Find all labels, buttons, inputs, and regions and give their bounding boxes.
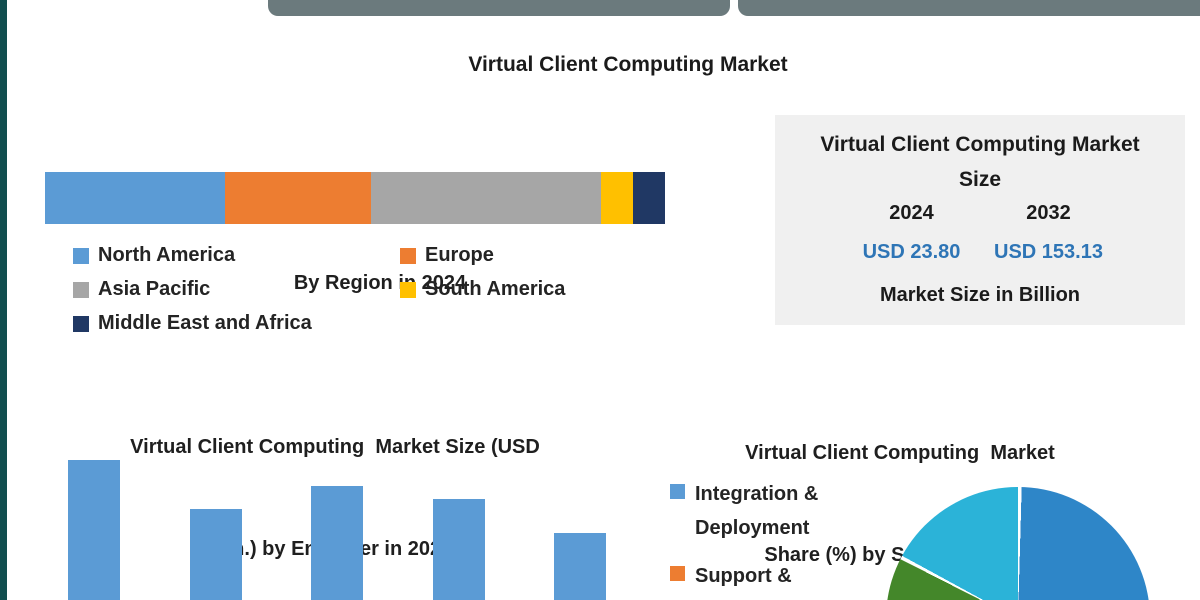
asia-pacific-swatch [73,281,89,298]
integration-deployment-label: Integration & Deployment [695,477,818,545]
legend-item-north-america: North America [73,244,400,267]
region-bar-segment [224,172,371,224]
support-swatch [670,566,685,581]
left-accent-border [0,0,7,600]
south-america-swatch [400,281,416,298]
middle-east-africa-label: Middle East and Africa [98,312,312,334]
europe-label: Europe [425,244,494,266]
summary-value-2032: USD 153.13 [994,241,1103,263]
integration-deployment-label-line2: Deployment [695,517,810,539]
north-america-swatch [73,247,89,264]
integration-deployment-label-line1: Integration & [695,483,819,505]
region-bar-segment [600,172,633,224]
enduser-bar-chart [45,440,665,600]
legend-item-middle-east-africa: Middle East and Africa [73,312,400,335]
europe-swatch [400,247,416,264]
integration-deployment-swatch [670,484,685,499]
page-title: Virtual Client Computing Market [468,53,788,76]
support-label-line1: Support & [695,565,792,587]
legend-item-integration-deployment: Integration & Deployment [670,477,818,545]
market-size-summary-box: Virtual Client Computing Market Size 202… [775,115,1185,325]
summary-box-title-line2: Size [958,168,1002,191]
service-legend: Integration & Deployment Support & [670,477,818,600]
summary-value-2024: USD 23.80 [862,241,961,263]
enduser-bar [432,499,485,600]
enduser-chart-title-line1: Virtual Client Computing Market Size (US… [130,436,540,458]
region-stacked-bar [45,172,665,224]
summary-box-title-line1: Virtual Client Computing Market [820,133,1140,156]
middle-east-africa-swatch [73,315,89,332]
legend-item-europe: Europe [400,244,565,267]
summary-years-row: 2024 2032 [785,202,1175,225]
region-bar-segment [370,172,601,224]
north-america-label: North America [98,244,236,266]
legend-item-support: Support & [670,559,818,593]
legend-item-south-america: South America [400,278,565,301]
legend-item-asia-pacific: Asia Pacific [73,278,400,301]
top-pill-right[interactable] [738,0,1200,16]
enduser-bar [554,533,606,600]
support-label: Support & [695,559,792,593]
enduser-bar [189,509,242,600]
summary-year-2024: 2024 [889,202,934,224]
enduser-bar [68,460,120,600]
service-chart-title-line1: Virtual Client Computing Market [745,442,1055,464]
enduser-bar [311,486,363,600]
region-bar-segment [632,172,665,224]
summary-year-2032: 2032 [1026,202,1071,224]
top-pill-left[interactable] [268,0,730,16]
asia-pacific-label: Asia Pacific [98,278,211,300]
summary-values-row: USD 23.80 USD 153.13 [785,241,1175,264]
south-america-label: South America [425,278,566,300]
summary-footer: Market Size in Billion [879,284,1081,306]
region-legend: North America Europe Asia Pacific South … [73,244,565,335]
region-bar-segment [45,172,225,224]
summary-box-title: Virtual Client Computing Market Size [785,127,1175,197]
